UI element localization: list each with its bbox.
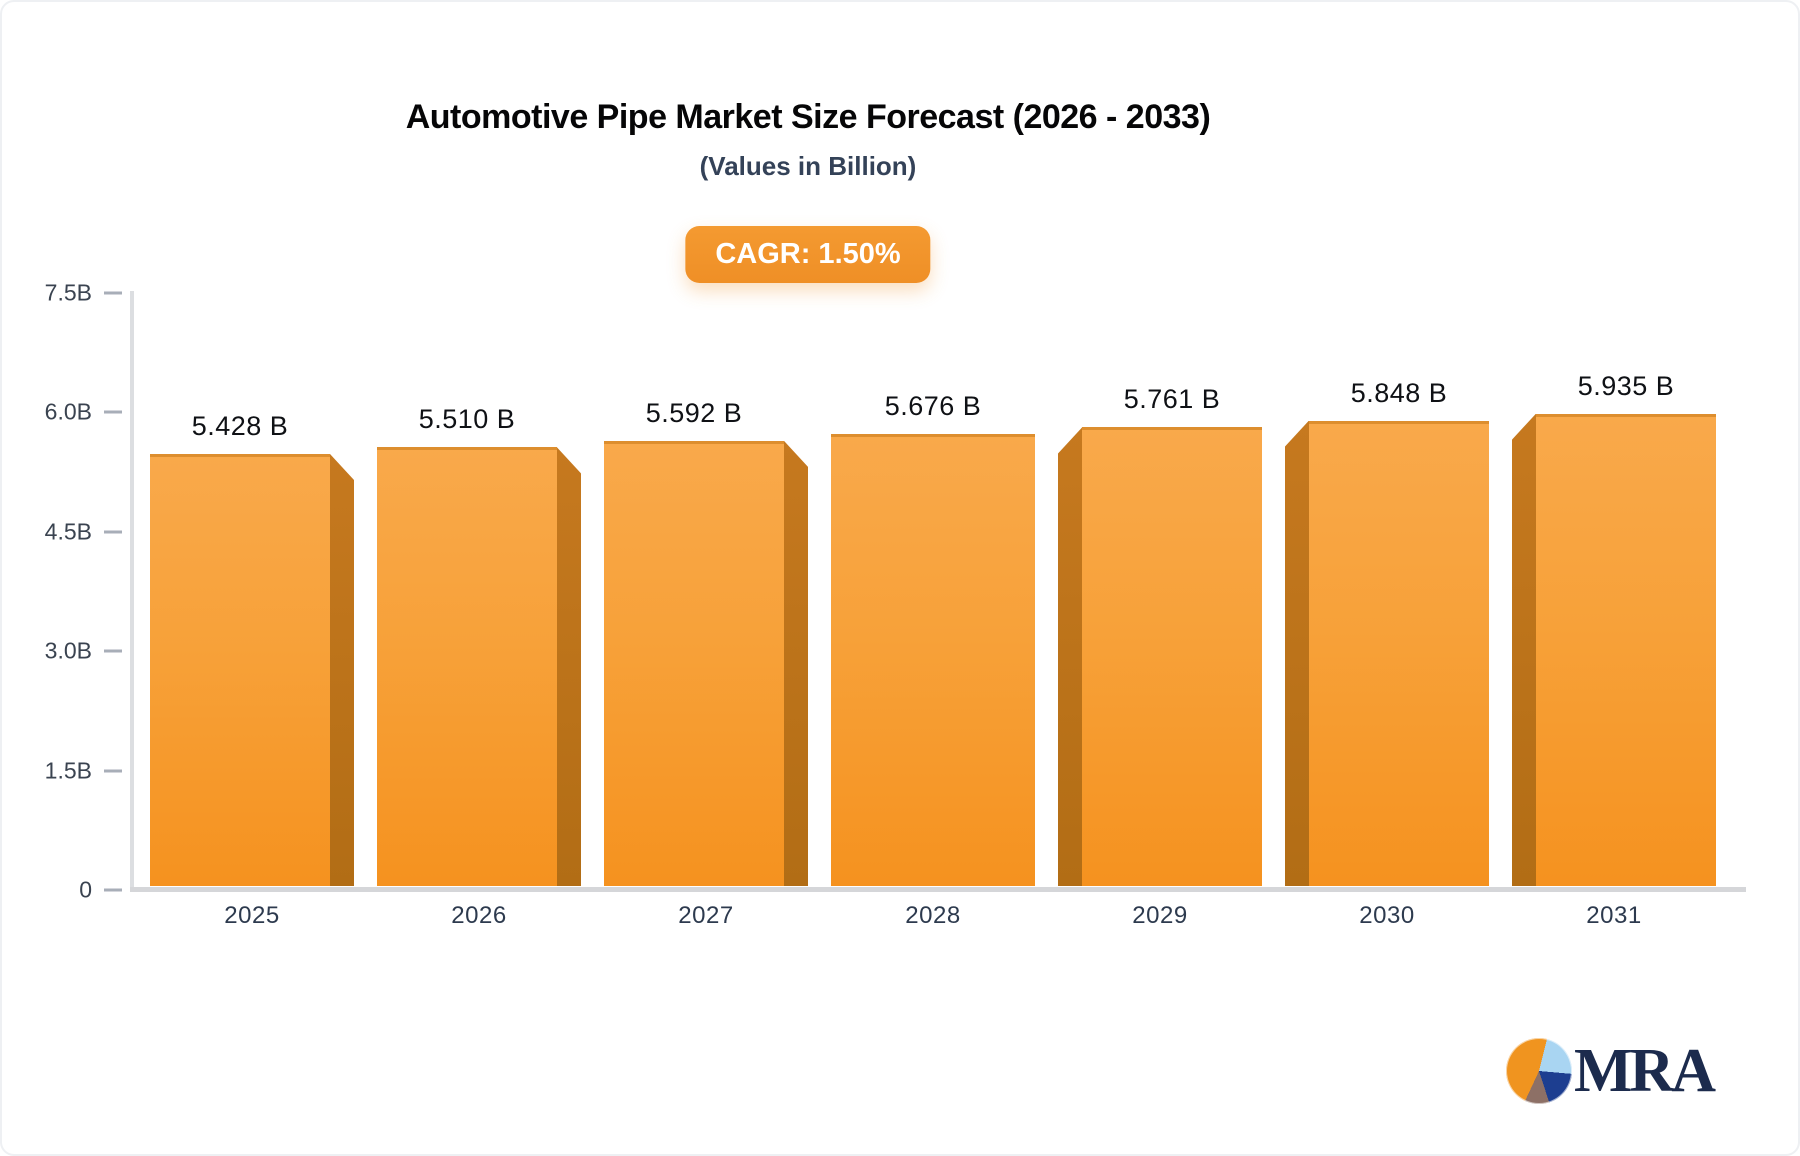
chart-subtitle: (Values in Billion) [699, 151, 917, 181]
x-axis-line [130, 887, 1746, 892]
bar-side-panel [1285, 420, 1309, 886]
bar-value-label: 5.592 B [645, 397, 743, 428]
y-tick-mark [104, 291, 122, 295]
y-tick-mark [104, 769, 122, 773]
bar [150, 453, 330, 886]
bar [1536, 413, 1716, 886]
chart-title: Automotive Pipe Market Size Forecast (20… [405, 98, 1211, 136]
y-tick-label: 7.5B [44, 279, 92, 306]
logo-text: MRA [1574, 1037, 1716, 1105]
x-axis-label: 2026 [451, 902, 507, 929]
x-axis-label: 2030 [1359, 902, 1415, 929]
y-tick-mark [104, 530, 122, 534]
y-tick-mark [104, 410, 122, 414]
bar-value-label: 5.761 B [1123, 384, 1221, 415]
y-tick-label: 1.5B [44, 757, 92, 784]
pie-chart-icon [1506, 1038, 1572, 1104]
mra-logo: MRA [1506, 1036, 1716, 1106]
y-axis-line [130, 291, 134, 890]
y-tick-label: 3.0B [44, 637, 92, 664]
bar [604, 440, 784, 886]
y-tick-label: 0 [79, 876, 92, 903]
bar-value-label: 5.848 B [1350, 377, 1448, 408]
cagr-badge: CAGR: 1.50% [685, 226, 931, 283]
y-tick-mark [104, 888, 122, 892]
bar-value-label: 5.676 B [884, 391, 982, 422]
y-tick-label: 4.5B [44, 518, 92, 545]
x-axis-label: 2028 [905, 902, 961, 929]
bar-side-panel [330, 453, 354, 886]
x-axis-label: 2029 [1132, 902, 1188, 929]
bar-value-label: 5.428 B [191, 410, 289, 441]
bar-side-panel [1512, 413, 1536, 886]
bar-side-panel [557, 447, 581, 886]
x-axis-label: 2031 [1586, 902, 1642, 929]
bar [1082, 427, 1262, 886]
bar-value-label: 5.510 B [418, 404, 516, 435]
bar-value-label: 5.935 B [1577, 370, 1675, 401]
x-axis-label: 2025 [224, 902, 280, 929]
bar [1309, 420, 1489, 886]
bar [831, 434, 1035, 886]
y-tick-label: 6.0B [44, 398, 92, 425]
bar-side-panel [784, 440, 808, 886]
bar [377, 447, 557, 886]
y-tick-mark [104, 649, 122, 653]
bar-side-panel [1058, 427, 1082, 886]
x-axis-label: 2027 [678, 902, 734, 929]
